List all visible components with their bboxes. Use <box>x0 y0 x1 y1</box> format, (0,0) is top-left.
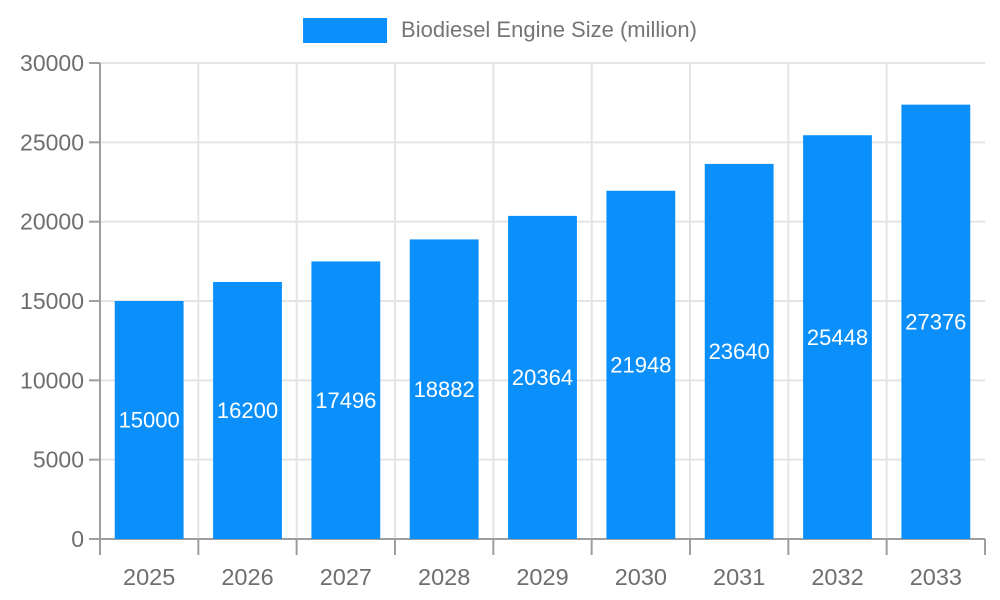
x-tick-label: 2030 <box>615 564 667 590</box>
bar-2026 <box>213 281 282 539</box>
y-tick-label: 5000 <box>33 447 84 473</box>
bar-value-label: 16200 <box>217 398 278 423</box>
bar-2027 <box>311 261 381 539</box>
legend-item[interactable]: Biodiesel Engine Size (million) <box>303 17 697 43</box>
x-tick-label: 2031 <box>713 564 765 590</box>
y-tick-label: 20000 <box>20 209 84 235</box>
bar-value-label: 15000 <box>119 408 180 433</box>
bar-2033 <box>901 104 971 540</box>
y-tick-label: 30000 <box>20 50 84 76</box>
x-tick-label: 2029 <box>516 564 568 590</box>
y-tick-label: 10000 <box>20 367 84 393</box>
x-tick-label: 2026 <box>221 564 273 590</box>
x-tick-label: 2032 <box>811 564 863 590</box>
y-tick-label: 15000 <box>20 288 84 314</box>
bar-2031 <box>704 163 774 540</box>
bar-value-label: 23640 <box>709 339 770 364</box>
bar-value-label: 27376 <box>905 310 966 335</box>
bar-value-label: 25448 <box>807 325 868 350</box>
bar-2032 <box>803 135 872 539</box>
legend-label: Biodiesel Engine Size (million) <box>401 17 697 42</box>
bar-value-label: 21948 <box>610 353 671 378</box>
x-tick-label: 2028 <box>418 564 470 590</box>
y-tick-label: 0 <box>71 526 84 552</box>
bar-2030 <box>606 190 676 539</box>
bar-value-label: 18882 <box>414 377 475 402</box>
bar-2025 <box>114 301 184 539</box>
y-tick-label: 25000 <box>20 129 84 155</box>
bar-2029 <box>508 215 577 539</box>
bar-value-label: 17496 <box>315 388 376 413</box>
x-tick-label: 2025 <box>123 564 175 590</box>
x-tick-label: 2027 <box>320 564 372 590</box>
bar-2028 <box>409 239 479 540</box>
bar-value-label: 20364 <box>512 365 573 390</box>
legend-swatch <box>303 17 388 43</box>
x-tick-label: 2033 <box>910 564 962 590</box>
